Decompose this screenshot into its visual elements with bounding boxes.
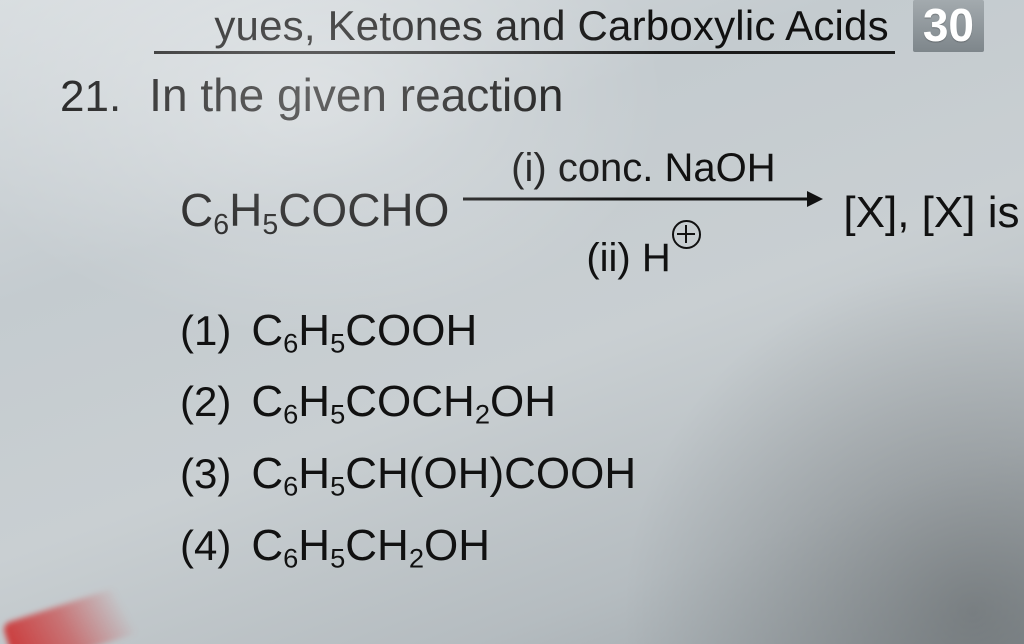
option-row: (3) C6H5CH(OH)COOH — [180, 449, 984, 503]
chapter-title-prefix: yues, Ketones — [214, 2, 483, 49]
option-row: (1) C6H5COOH — [180, 306, 984, 360]
option-formula: C6H5CH(OH)COOH — [251, 449, 636, 503]
reagent-bottom: (ii) H — [584, 220, 702, 278]
reaction-arrow-icon — [463, 188, 823, 210]
reagent-top: (i) conc. NaOH — [509, 148, 778, 188]
product-and-prompt: [X], [X] is — [843, 188, 1019, 238]
options-list: (1) C6H5COOH (2) C6H5COCH2OH (3) C6H5CH(OH)CO… — [180, 306, 984, 575]
page: yues, Ketones and Carboxylic Acids 30 21… — [0, 0, 1024, 644]
reaction-arrow-box: (i) conc. NaOH (ii) H — [463, 148, 823, 278]
option-number: (3) — [180, 450, 231, 498]
reaction-scheme: C6H5COCHO (i) conc. NaOH (ii) H [X], [X]… — [180, 148, 984, 278]
option-row: (2) C6H5COCH2OH — [180, 377, 984, 431]
option-number: (4) — [180, 522, 231, 570]
photo-edge-accent — [2, 578, 160, 644]
reactant-formula: C6H5COCHO — [180, 183, 449, 242]
question-stem: In the given reaction — [149, 68, 563, 122]
option-number: (2) — [180, 378, 231, 426]
chapter-header: yues, Ketones and Carboxylic Acids 30 — [60, 0, 984, 54]
option-formula: C6H5COOH — [251, 306, 477, 360]
chapter-title-main: and Carboxylic Acids — [483, 2, 889, 49]
option-number: (1) — [180, 307, 231, 355]
option-row: (4) C6H5CH2OH — [180, 521, 984, 575]
option-formula: C6H5CH2OH — [251, 521, 490, 575]
option-formula: C6H5COCH2OH — [251, 377, 556, 431]
question-number: 21. — [60, 72, 121, 122]
chapter-title: yues, Ketones and Carboxylic Acids — [154, 3, 895, 54]
page-number-badge: 30 — [913, 0, 984, 52]
question-row: 21. In the given reaction — [60, 68, 984, 122]
